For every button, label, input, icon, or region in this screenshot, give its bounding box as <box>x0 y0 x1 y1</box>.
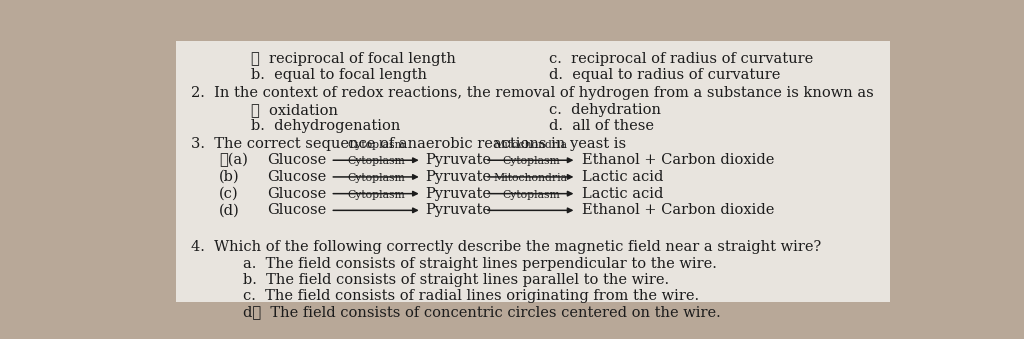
Text: c.  reciprocal of radius of curvature: c. reciprocal of radius of curvature <box>549 53 813 66</box>
Text: Lactic acid: Lactic acid <box>582 187 664 201</box>
Text: Mitochondria: Mitochondria <box>494 140 567 150</box>
Text: d.  equal to radius of curvature: d. equal to radius of curvature <box>549 68 780 82</box>
Text: Cytoplasm: Cytoplasm <box>502 190 560 200</box>
Text: b.  The field consists of straight lines parallel to the wire.: b. The field consists of straight lines … <box>243 273 670 287</box>
Text: Cytoplasm: Cytoplasm <box>347 157 404 166</box>
Text: (d): (d) <box>219 203 240 217</box>
Text: (c): (c) <box>219 187 239 201</box>
Text: Pyruvate: Pyruvate <box>426 170 492 184</box>
Text: Mitochondria: Mitochondria <box>494 173 567 183</box>
Text: c.  The field consists of radial lines originating from the wire.: c. The field consists of radial lines or… <box>243 289 699 303</box>
Text: Pyruvate: Pyruvate <box>426 203 492 217</box>
Text: Glucose: Glucose <box>267 170 326 184</box>
Text: Pyruvate: Pyruvate <box>426 187 492 201</box>
Text: d.  all of these: d. all of these <box>549 119 653 133</box>
Text: 3.  The correct sequence of anaerobic reactions in yeast is: 3. The correct sequence of anaerobic rea… <box>191 137 627 151</box>
Text: 4.  Which of the following correctly describe the magnetic field near a straight: 4. Which of the following correctly desc… <box>191 240 821 254</box>
Text: Pyruvate: Pyruvate <box>426 153 492 167</box>
Text: ✔(a): ✔(a) <box>219 153 248 167</box>
Text: c.  dehydration: c. dehydration <box>549 103 660 117</box>
Text: b.  equal to focal length: b. equal to focal length <box>251 68 427 82</box>
Text: ✔  reciprocal of focal length: ✔ reciprocal of focal length <box>251 53 456 66</box>
Text: Cytoplasm: Cytoplasm <box>347 190 404 200</box>
Text: d✔  The field consists of concentric circles centered on the wire.: d✔ The field consists of concentric circ… <box>243 306 721 320</box>
Text: Cytoplasm: Cytoplasm <box>347 173 404 183</box>
Text: (b): (b) <box>219 170 240 184</box>
Text: b.  dehydrogenation: b. dehydrogenation <box>251 119 400 133</box>
Text: Ethanol + Carbon dioxide: Ethanol + Carbon dioxide <box>582 153 774 167</box>
Text: Cytoplasm: Cytoplasm <box>502 157 560 166</box>
Text: 2.  In the context of redox reactions, the removal of hydrogen from a substance : 2. In the context of redox reactions, th… <box>191 86 874 100</box>
Text: Glucose: Glucose <box>267 187 326 201</box>
Text: Lactic acid: Lactic acid <box>582 170 664 184</box>
Text: a.  The field consists of straight lines perpendicular to the wire.: a. The field consists of straight lines … <box>243 257 717 271</box>
Text: Glucose: Glucose <box>267 153 326 167</box>
Text: Ethanol + Carbon dioxide: Ethanol + Carbon dioxide <box>582 203 774 217</box>
Text: Cytoplasm: Cytoplasm <box>347 140 404 150</box>
Text: Glucose: Glucose <box>267 203 326 217</box>
Text: ✔  oxidation: ✔ oxidation <box>251 103 338 117</box>
FancyBboxPatch shape <box>176 41 890 302</box>
